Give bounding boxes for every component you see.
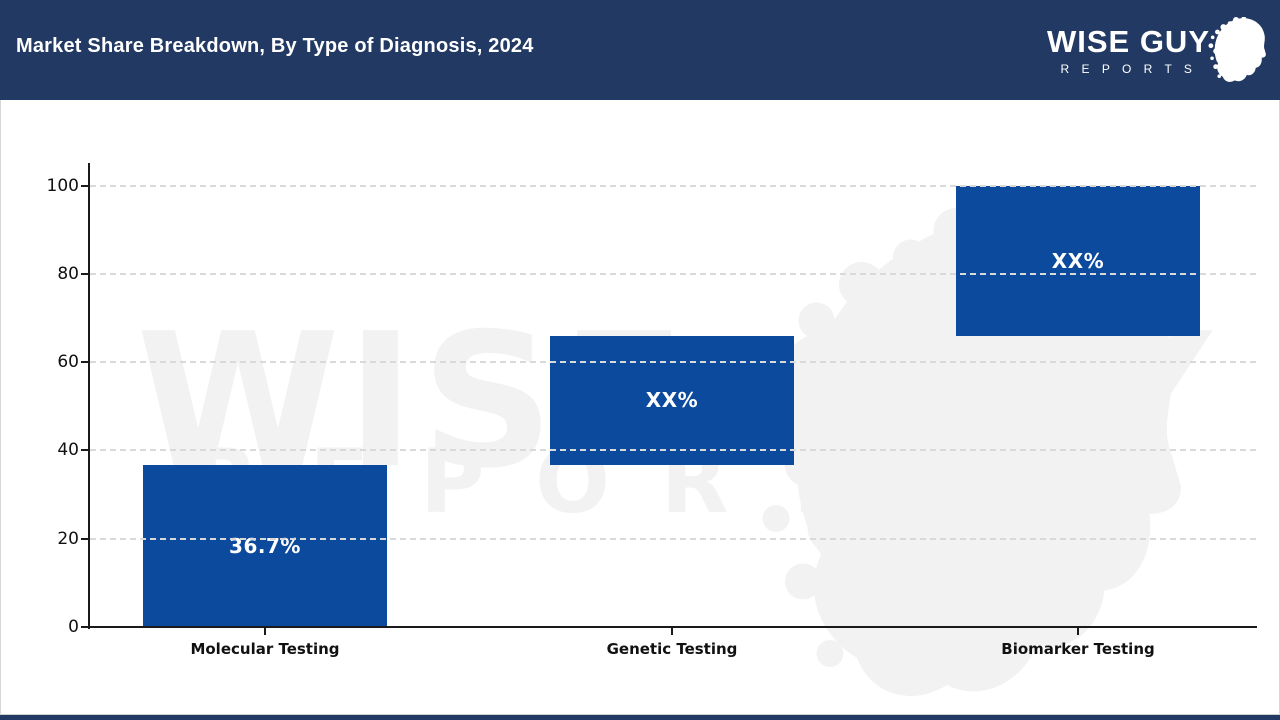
gridline [90,449,1257,452]
gridline [90,184,1257,187]
x-tick-mark [671,628,673,635]
plot-region: 0 20 40 60 80 100 36.7% Molecular Testing XX% Gen… [1,100,1279,714]
y-tick-label: 0 [68,617,79,637]
y-tick-mark [81,626,89,628]
y-tick-label: 60 [57,352,79,373]
logo-subtitle: R E P O R T S [1060,62,1197,76]
x-axis-line [88,626,1257,628]
gridline [90,272,1257,275]
x-tick-mark [264,628,266,635]
y-tick-mark [81,184,89,187]
bar-value-label: XX% [645,388,699,413]
wise-guy-logo: WISE GUY R E P O R T S [1047,7,1266,93]
header-bar: Market Share Breakdown, By Type of Diagn… [0,0,1280,100]
bar-genetic-testing: XX% [550,335,794,465]
y-tick-mark [81,361,89,364]
y-tick-label: 100 [46,175,79,196]
y-tick-mark [81,449,89,452]
gridline [90,537,1257,540]
footer-bar [0,715,1280,720]
y-tick-mark [81,537,89,540]
y-axis-line [88,163,90,629]
y-tick-mark [81,272,89,275]
x-tick-mark [1077,628,1079,635]
logo-text: WISE GUY R E P O R T S [1047,24,1210,76]
logo-wordmark: WISE GUY [1046,24,1210,59]
x-tick-label-biomarker-testing: Biomarker Testing [1001,640,1155,658]
x-tick-label-genetic-testing: Genetic Testing [606,640,738,658]
y-tick-label: 20 [57,528,79,549]
gridline [90,361,1257,364]
y-tick-label: 40 [57,440,79,461]
bar-molecular-testing: 36.7% [143,464,387,627]
logo-face-icon [1208,16,1266,82]
bar-value-label: XX% [1051,248,1105,273]
x-tick-label-molecular-testing: Molecular Testing [190,640,340,658]
chart-area: WISE GUY R E P O R T S 0 20 40 60 80 100 36.7%… [0,100,1280,715]
bar-biomarker-testing: XX% [956,185,1200,336]
chart-title: Market Share Breakdown, By Type of Diagn… [16,35,534,57]
y-tick-label: 80 [57,263,79,284]
